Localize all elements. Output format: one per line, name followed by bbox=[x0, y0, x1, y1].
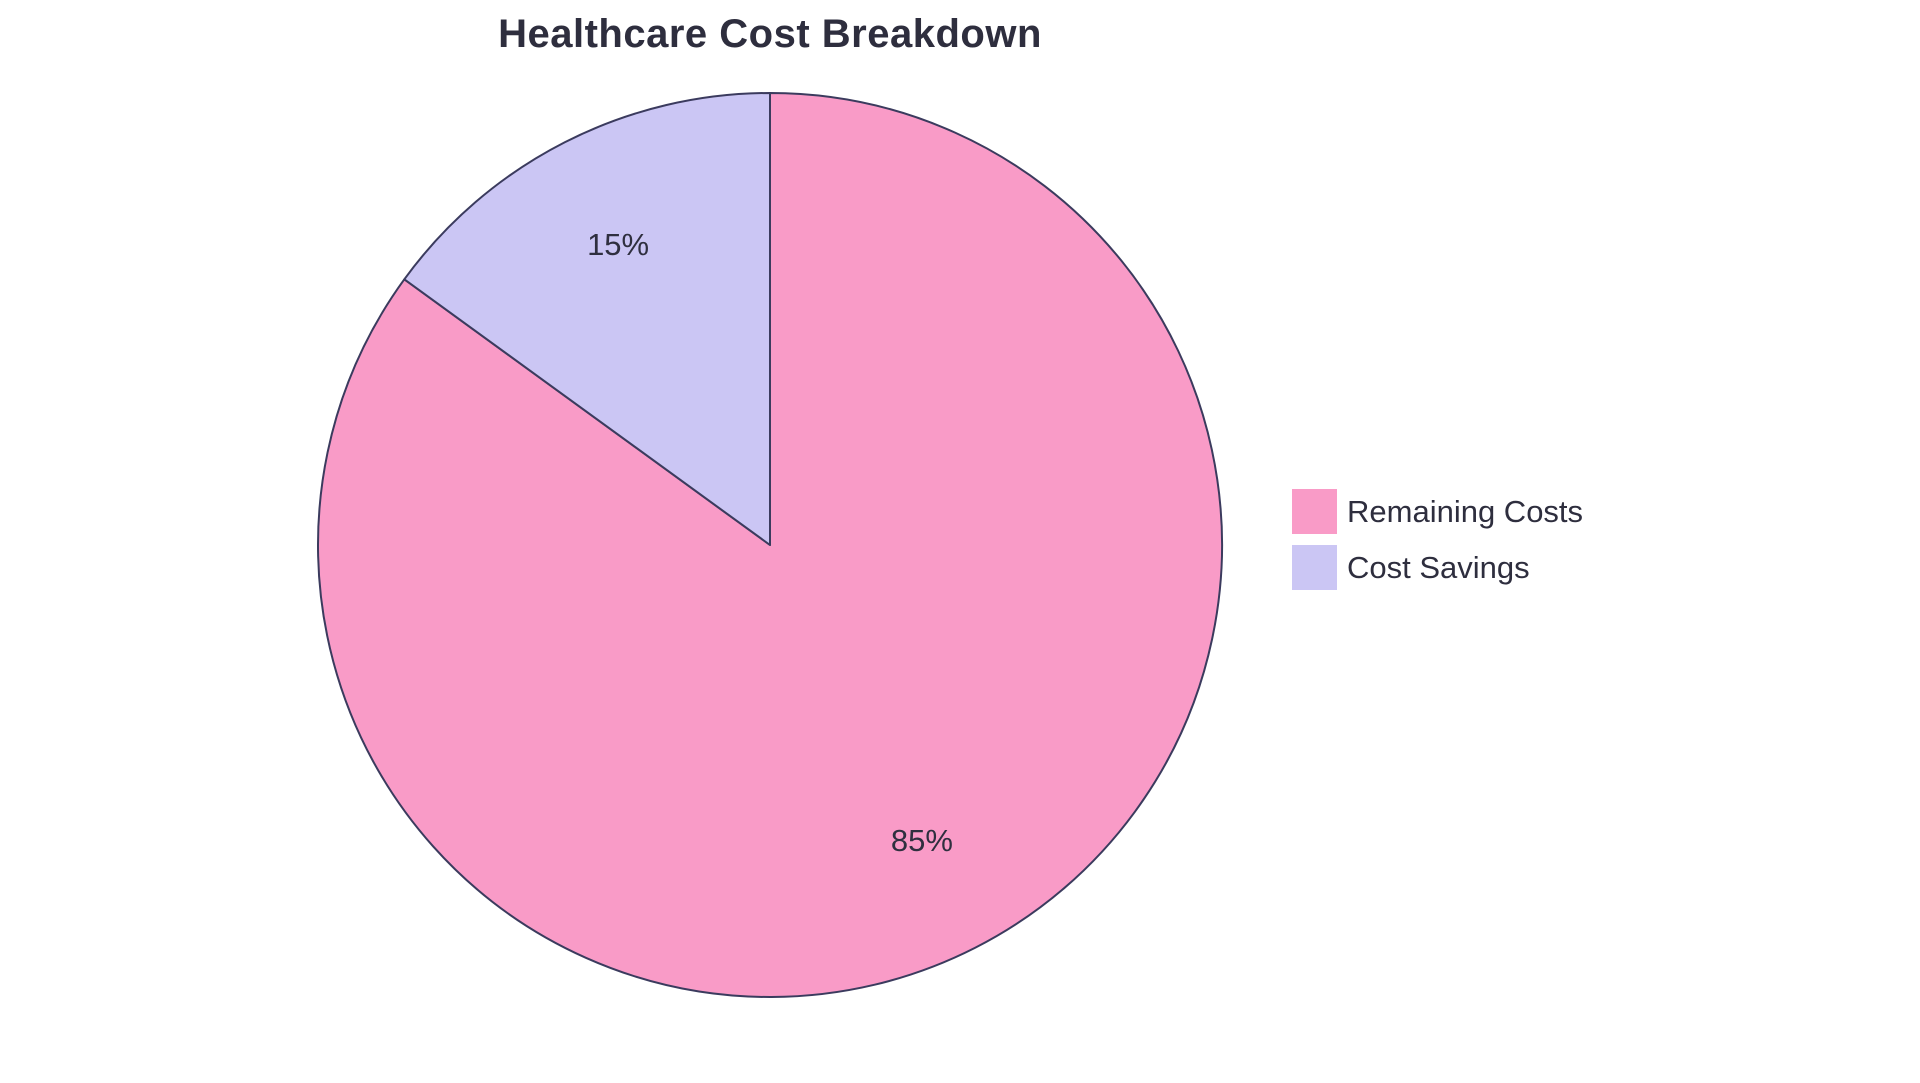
pie-labels-group: 85% 15% bbox=[587, 227, 953, 858]
legend-item-remaining-costs: Remaining Costs bbox=[1292, 489, 1583, 534]
pie-slices-group bbox=[316, 92, 1223, 998]
legend-label-remaining-costs: Remaining Costs bbox=[1347, 493, 1584, 529]
pie-slice-remaining-costs bbox=[316, 92, 1223, 998]
chart-title: Healthcare Cost Breakdown bbox=[498, 12, 1042, 56]
pie-percent-label-cost-savings: 15% bbox=[587, 227, 649, 262]
legend-label-cost-savings: Cost Savings bbox=[1347, 549, 1530, 585]
legend: Remaining Costs Cost Savings bbox=[1292, 489, 1583, 590]
legend-swatch-cost-savings bbox=[1292, 545, 1337, 590]
legend-item-cost-savings: Cost Savings bbox=[1292, 545, 1583, 590]
pie-slice-cost-savings bbox=[403, 92, 771, 546]
legend-swatch-remaining-costs bbox=[1292, 489, 1337, 534]
pie-percent-label-remaining-costs: 85% bbox=[891, 823, 953, 858]
